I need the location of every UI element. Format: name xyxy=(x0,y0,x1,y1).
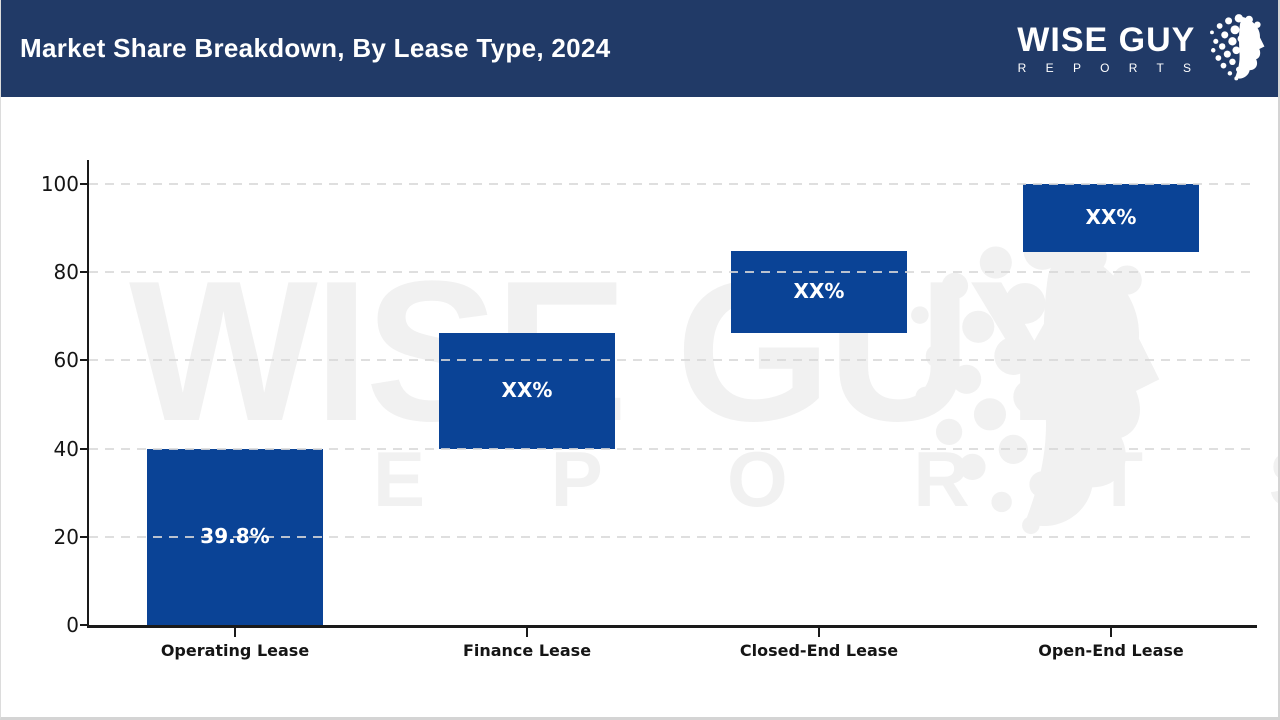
logo-wordmark: WISE GUY xyxy=(1017,20,1196,59)
wise-guy-face-icon xyxy=(1210,13,1265,80)
y-tick-label: 0 xyxy=(66,613,79,637)
x-axis xyxy=(87,625,1257,628)
header-bar: Market Share Breakdown, By Lease Type, 2… xyxy=(1,0,1278,97)
bar-value-label: XX% xyxy=(1085,204,1137,229)
gridline-80 xyxy=(89,271,1257,274)
x-tick-mark xyxy=(818,628,820,637)
x-category-label: Finance Lease xyxy=(462,641,592,660)
y-tick-label: 80 xyxy=(53,260,79,285)
bar-2 xyxy=(439,333,615,449)
y-tick-mark xyxy=(80,624,89,626)
bar-3 xyxy=(731,251,907,333)
wise-guy-logo: WISE GUY R E P O R T S xyxy=(1014,11,1267,87)
page-title: Market Share Breakdown, By Lease Type, 2… xyxy=(20,33,611,63)
gridline-100 xyxy=(89,183,1257,185)
y-tick-mark xyxy=(80,447,89,450)
x-tick-mark xyxy=(526,628,528,637)
watermark-subtitle: R E P O R T S xyxy=(191,435,1280,523)
gridline-60 xyxy=(89,359,1257,362)
x-category-label: Open-End Lease xyxy=(1038,641,1184,660)
x-tick-mark xyxy=(1110,628,1112,637)
y-tick-label: 60 xyxy=(53,348,79,373)
y-tick-label: 40 xyxy=(53,436,79,461)
y-tick-mark xyxy=(80,271,89,274)
logo-wordmark-block: WISE GUY R E P O R T S xyxy=(1014,23,1199,75)
x-category-label: Closed-End Lease xyxy=(739,641,899,660)
y-tick-label: 100 xyxy=(40,172,79,196)
y-tick-mark xyxy=(80,535,89,538)
bar-value-label: XX% xyxy=(793,278,845,303)
logo-subtitle: R E P O R T S xyxy=(1017,60,1199,75)
gridline-20 xyxy=(89,535,1257,538)
bar-value-label: XX% xyxy=(501,377,553,402)
gridline-40 xyxy=(89,447,1257,450)
y-tick-mark xyxy=(80,359,89,362)
y-tick-label: 20 xyxy=(53,524,79,549)
y-axis xyxy=(87,160,89,628)
x-category-label: Operating Lease xyxy=(160,641,310,660)
watermark-face-icon xyxy=(911,231,1160,535)
y-tick-mark xyxy=(80,183,89,185)
bar-value-label: 39.8% xyxy=(200,524,270,549)
x-tick-mark xyxy=(234,628,236,637)
